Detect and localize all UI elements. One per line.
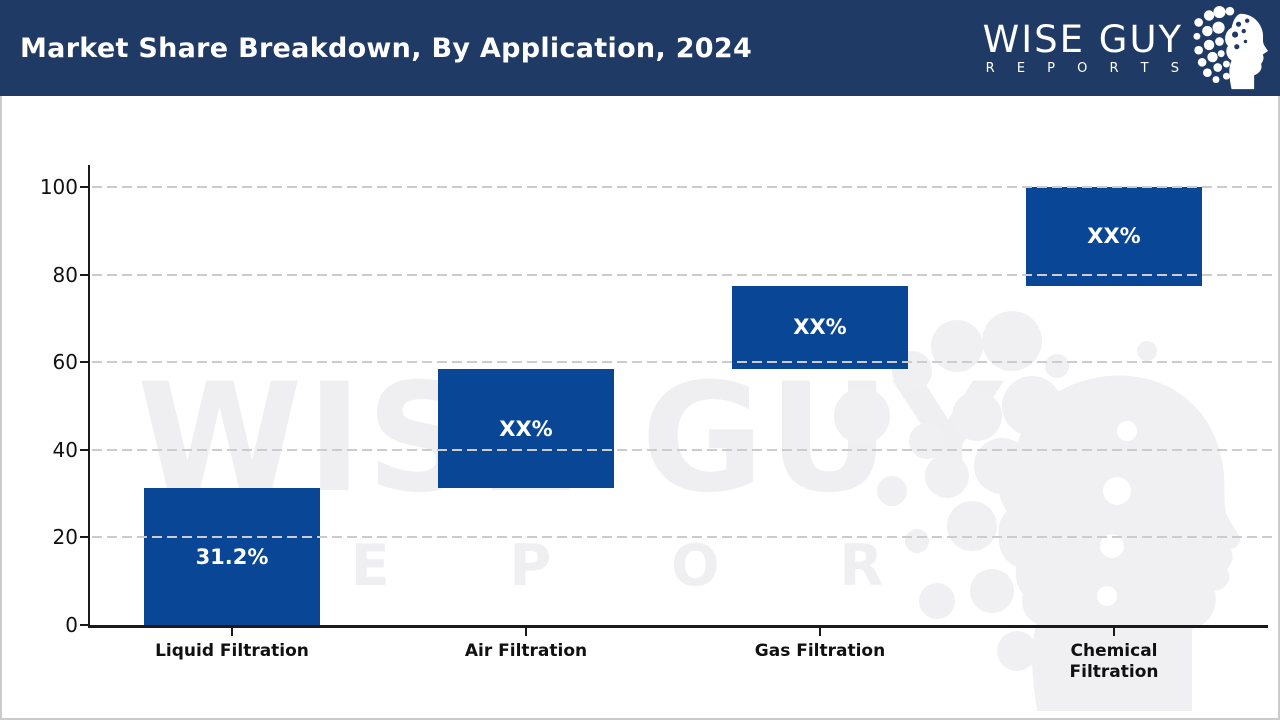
x-category-label-3: Gas Filtration xyxy=(754,641,886,661)
bar-value-label: 31.2% xyxy=(195,544,269,569)
logo-wordmark: WISE GUY xyxy=(982,17,1184,61)
x-category-label-4: Chemical Filtration xyxy=(1069,641,1159,683)
gridline-100 xyxy=(92,186,1272,188)
bar-3: XX% xyxy=(732,285,908,369)
logo-subtitle: R E P O R T S xyxy=(985,60,1188,76)
y-tick-0 xyxy=(80,624,88,626)
y-tick-80 xyxy=(80,273,88,276)
y-tick-20 xyxy=(80,536,88,539)
x-tick-4 xyxy=(1113,628,1115,636)
x-category-label-2: Air Filtration xyxy=(464,641,588,661)
logo-face-icon xyxy=(1193,5,1268,90)
bar-value-label: XX% xyxy=(793,315,847,340)
bar-1: 31.2% xyxy=(144,488,320,625)
y-tick-label-100: 100 xyxy=(39,175,78,199)
gridline-80 xyxy=(92,273,1272,276)
x-tick-1 xyxy=(231,628,233,636)
y-tick-40 xyxy=(80,448,88,451)
y-axis xyxy=(88,165,90,628)
bar-4: XX% xyxy=(1026,187,1202,286)
gridline-20 xyxy=(92,536,1272,539)
bar-value-label: XX% xyxy=(499,416,553,441)
x-category-label-1: Liquid Filtration xyxy=(155,641,309,661)
page-title: Market Share Breakdown, By Application, … xyxy=(20,32,753,64)
bar-value-label: XX% xyxy=(1087,224,1141,249)
y-tick-label-20: 20 xyxy=(52,525,78,550)
y-tick-60 xyxy=(80,361,88,364)
wise-guy-logo: WISE GUY R E P O R T S xyxy=(983,4,1268,92)
y-tick-label-80: 80 xyxy=(52,262,78,287)
y-tick-label-60: 60 xyxy=(52,350,78,375)
header: Market Share Breakdown, By Application, … xyxy=(0,0,1280,96)
y-tick-label-0: 0 xyxy=(65,613,78,637)
x-axis xyxy=(88,625,1268,628)
bar-2: XX% xyxy=(438,368,614,489)
logo-text: WISE GUY R E P O R T S xyxy=(983,21,1188,76)
watermark-face-icon xyxy=(834,311,1241,711)
gridline-60 xyxy=(92,361,1272,364)
x-tick-2 xyxy=(525,628,527,636)
y-tick-100 xyxy=(80,186,88,188)
gridline-40 xyxy=(92,448,1272,451)
x-tick-3 xyxy=(819,628,821,636)
y-tick-label-40: 40 xyxy=(52,437,78,462)
chart-area: WISE GUY R E P O R T S xyxy=(0,96,1280,720)
